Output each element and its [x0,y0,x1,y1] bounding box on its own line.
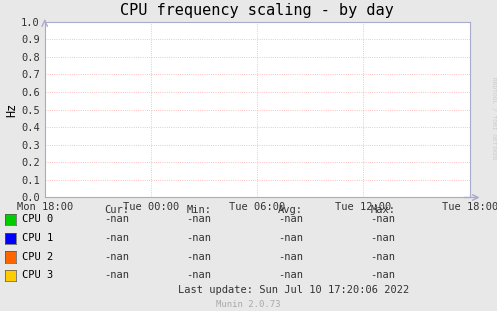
Text: -nan: -nan [370,214,395,224]
Title: CPU frequency scaling - by day: CPU frequency scaling - by day [120,3,394,18]
Text: -nan: -nan [104,270,129,280]
Text: -nan: -nan [278,252,303,262]
Y-axis label: Hz: Hz [5,103,18,117]
Text: -nan: -nan [104,233,129,243]
Text: Cur:: Cur: [104,205,129,215]
Text: -nan: -nan [186,214,211,224]
Text: -nan: -nan [370,233,395,243]
Text: CPU 1: CPU 1 [22,233,54,243]
Text: -nan: -nan [186,233,211,243]
Text: -nan: -nan [278,270,303,280]
Text: Max:: Max: [370,205,395,215]
Text: RRDTOOL / TOBI OETIKER: RRDTOOL / TOBI OETIKER [491,77,496,160]
Text: Min:: Min: [186,205,211,215]
Text: Avg:: Avg: [278,205,303,215]
Text: -nan: -nan [186,252,211,262]
Text: Last update: Sun Jul 10 17:20:06 2022: Last update: Sun Jul 10 17:20:06 2022 [177,285,409,295]
Text: CPU 2: CPU 2 [22,252,54,262]
Text: -nan: -nan [370,270,395,280]
Text: -nan: -nan [370,252,395,262]
Text: -nan: -nan [104,214,129,224]
Text: CPU 0: CPU 0 [22,214,54,224]
Text: -nan: -nan [186,270,211,280]
Text: Munin 2.0.73: Munin 2.0.73 [216,300,281,309]
Text: -nan: -nan [278,214,303,224]
Text: -nan: -nan [278,233,303,243]
Text: -nan: -nan [104,252,129,262]
Text: CPU 3: CPU 3 [22,270,54,280]
